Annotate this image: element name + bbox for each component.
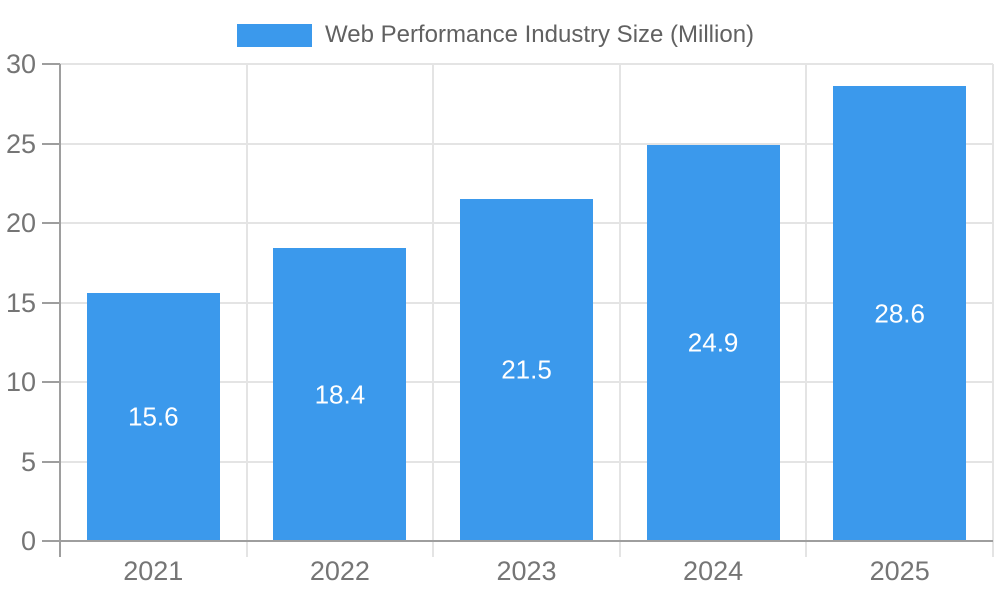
y-axis-tick (42, 222, 60, 224)
y-axis-label: 5 (20, 446, 36, 477)
legend-label: Web Performance Industry Size (Million) (325, 21, 755, 48)
gridline-vertical (805, 64, 808, 557)
x-axis-label: 2024 (683, 556, 744, 586)
bar[interactable]: 15.6 (86, 292, 220, 541)
gridline-vertical (432, 64, 435, 557)
y-axis-tick (42, 63, 60, 65)
x-axis-label: 2022 (309, 556, 370, 586)
x-axis-line (60, 540, 993, 542)
y-axis-tick (42, 142, 60, 145)
gridline-horizontal (60, 63, 993, 65)
x-axis-label: 2023 (496, 556, 557, 586)
y-axis-label: 20 (5, 208, 36, 238)
gridline-vertical (618, 64, 621, 557)
y-axis-label: 0 (20, 526, 36, 556)
legend-swatch-icon (237, 23, 312, 47)
gridline-horizontal (60, 142, 993, 145)
bar[interactable]: 28.6 (833, 86, 967, 541)
y-axis-line (59, 64, 61, 557)
bar[interactable]: 21.5 (460, 199, 593, 541)
x-axis-label: 2025 (869, 556, 930, 586)
x-axis-label: 2021 (123, 556, 184, 586)
bar-value-label: 15.6 (127, 401, 179, 432)
y-axis-label: 15 (5, 287, 36, 318)
y-axis-label: 30 (5, 49, 36, 79)
legend-item[interactable]: Web Performance Industry Size (Million) (237, 21, 754, 49)
y-axis-label: 10 (5, 367, 36, 397)
y-axis-tick (42, 381, 60, 383)
bar-value-label: 18.4 (314, 379, 366, 410)
gridline-vertical (992, 64, 994, 557)
y-axis-tick (42, 301, 60, 304)
bar-value-label: 21.5 (501, 354, 552, 385)
y-axis-tick (42, 460, 60, 463)
bar[interactable]: 24.9 (646, 145, 780, 541)
bar-value-label: 24.9 (687, 327, 739, 358)
gridline-vertical (245, 64, 248, 557)
y-axis-tick (42, 540, 60, 542)
bar[interactable]: 18.4 (273, 248, 407, 541)
y-axis-label: 25 (5, 128, 36, 159)
bar-value-label: 28.6 (874, 298, 925, 329)
